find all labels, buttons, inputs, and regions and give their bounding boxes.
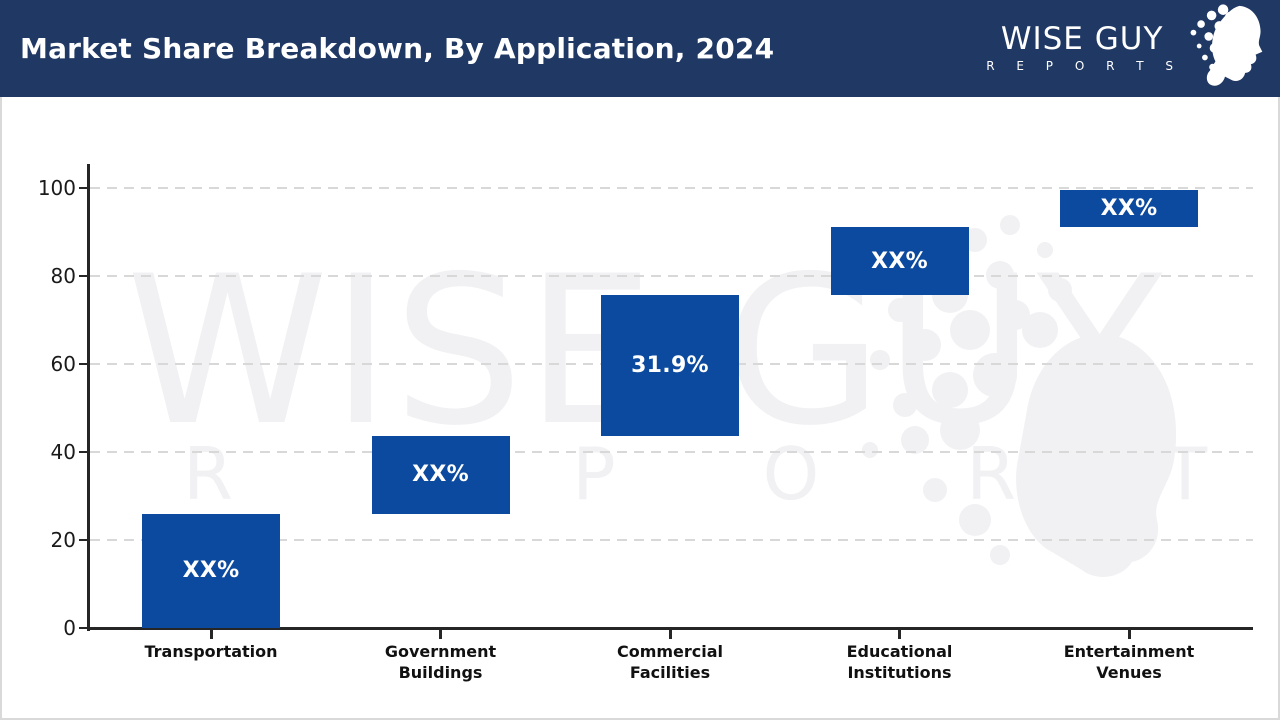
- y-tick-mark: [79, 187, 88, 189]
- y-tick-mark: [79, 539, 88, 541]
- header-bar: Market Share Breakdown, By Application, …: [0, 0, 1280, 97]
- x-axis-label: Commercial Facilities: [616, 642, 724, 682]
- wiseguy-logo: WISE GUY R E P O R T S: [982, 3, 1266, 95]
- bar-commercial-facilities: 31.9%: [601, 295, 739, 436]
- x-axis-label: Government Buildings: [384, 642, 497, 682]
- y-tick-mark: [79, 627, 88, 629]
- y-tick-mark: [79, 275, 88, 277]
- page-title: Market Share Breakdown, By Application, …: [20, 32, 775, 65]
- bar-value-label: XX%: [182, 558, 240, 584]
- bar-value-label: 31.9%: [631, 353, 709, 379]
- gridline-40: [90, 451, 1253, 453]
- y-tick-mark: [79, 451, 88, 453]
- y-tick-label: 60: [50, 352, 76, 376]
- x-axis-label: Transportation: [144, 642, 278, 661]
- gridline-100: [90, 187, 1253, 189]
- logo-subtitle: R E P O R T S: [986, 59, 1182, 73]
- x-tick-mark: [898, 630, 901, 639]
- y-tick-label: 40: [50, 440, 76, 464]
- bar-transportation: XX%: [142, 513, 280, 628]
- gridline-20: [90, 539, 1253, 541]
- x-tick-mark: [1127, 630, 1131, 639]
- bar-value-label: XX%: [412, 462, 469, 488]
- logo-text: WISE GUY R E P O R T S: [982, 21, 1182, 74]
- y-tick-label: 100: [37, 176, 76, 200]
- x-axis-line: [87, 627, 1253, 630]
- bar-educational-institutions: XX%: [830, 226, 969, 296]
- bar-government-buildings: XX%: [371, 435, 510, 514]
- y-tick-label: 20: [50, 528, 76, 552]
- x-tick-mark: [439, 630, 442, 639]
- y-tick-mark: [79, 363, 88, 365]
- y-tick-label: 80: [50, 264, 76, 288]
- dotted-head-profile-icon: [1184, 3, 1266, 95]
- y-tick-label: 0: [63, 616, 76, 640]
- bar-value-label: XX%: [1100, 195, 1158, 221]
- bar-entertainment-venues: XX%: [1060, 189, 1198, 227]
- x-tick-mark: [209, 630, 213, 639]
- bar-value-label: XX%: [871, 248, 928, 274]
- x-axis-label: Educational Institutions: [846, 642, 953, 682]
- x-tick-mark: [668, 630, 672, 639]
- y-axis-line: [87, 164, 90, 631]
- x-axis-label: Entertainment Venues: [1063, 642, 1195, 682]
- logo-name: WISE GUY: [1000, 21, 1164, 57]
- gridline-80: [90, 275, 1253, 277]
